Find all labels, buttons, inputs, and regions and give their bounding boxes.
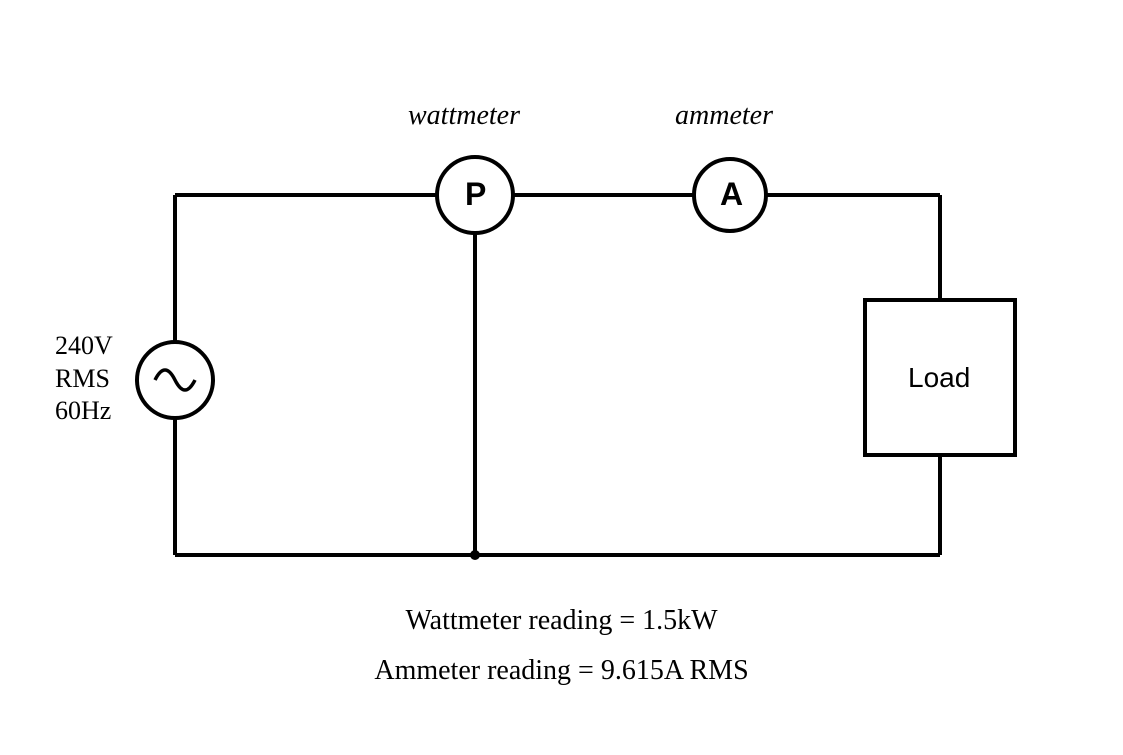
wattmeter-label: wattmeter — [408, 100, 520, 132]
wattmeter-reading: Wattmeter reading = 1.5kW — [0, 605, 1123, 637]
ammeter-label: ammeter — [675, 100, 773, 132]
wattmeter-letter: P — [465, 176, 486, 213]
source-freq: 60Hz — [55, 395, 113, 428]
ammeter-reading: Ammeter reading = 9.615A RMS — [0, 655, 1123, 687]
source-rms: RMS — [55, 363, 113, 396]
ammeter-letter: A — [720, 176, 743, 213]
load-label: Load — [908, 362, 970, 394]
source-voltage: 240V — [55, 330, 113, 363]
circuit-diagram: wattmeter ammeter P A 240V RMS 60Hz Load… — [0, 0, 1123, 755]
source-label: 240V RMS 60Hz — [55, 330, 113, 428]
